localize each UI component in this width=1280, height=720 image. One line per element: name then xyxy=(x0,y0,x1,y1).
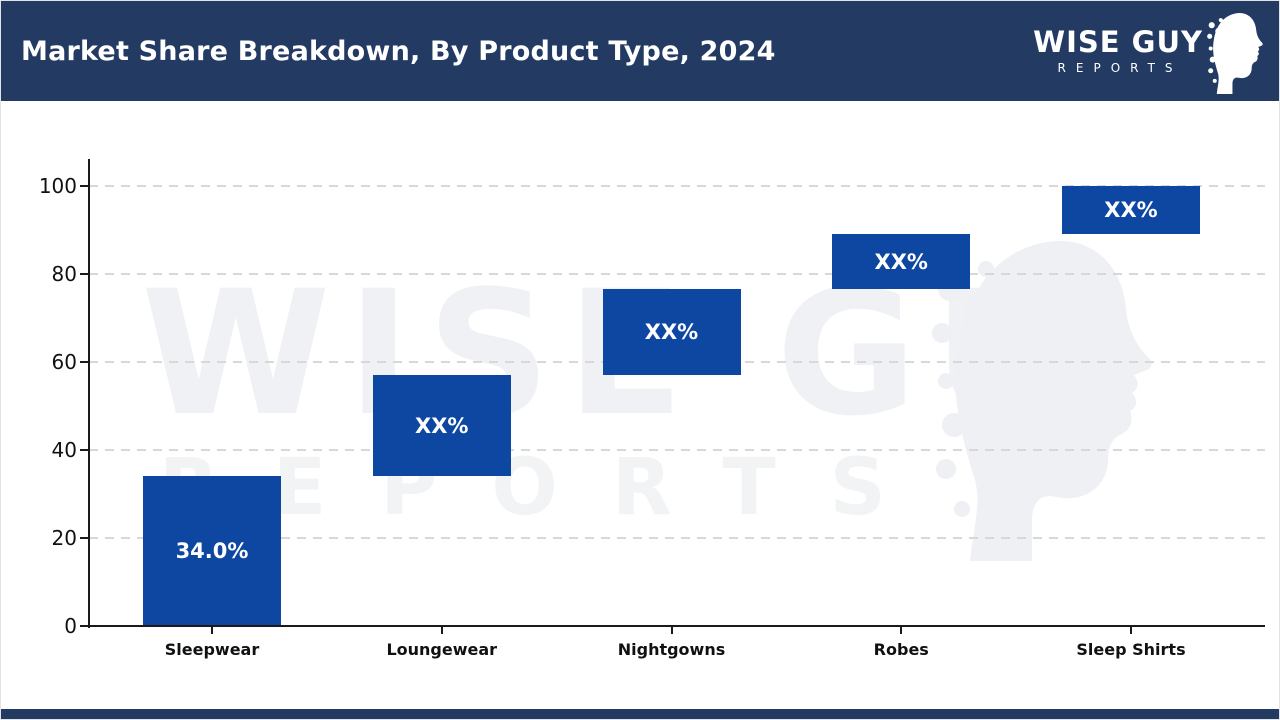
x-axis-line xyxy=(88,625,1265,627)
chart-title: Market Share Breakdown, By Product Type,… xyxy=(21,35,776,67)
bar-loungewear xyxy=(372,375,511,477)
gridline-80 xyxy=(89,273,1265,275)
bar-label-2: XX% xyxy=(415,413,469,438)
gridline-40 xyxy=(89,449,1265,451)
bar-robes xyxy=(832,234,971,290)
y-tick-label-60: 60 xyxy=(51,350,77,374)
gridline-100 xyxy=(89,185,1265,187)
x-tick-label-5: Sleep Shirts xyxy=(1076,640,1186,659)
y-tick-80 xyxy=(80,273,88,275)
bar-label-3: XX% xyxy=(644,320,699,345)
y-tick-label-40: 40 xyxy=(51,438,77,462)
y-tick-label-20: 20 xyxy=(51,526,77,550)
y-tick-20 xyxy=(80,537,88,539)
x-tick-label-2: Loungewear xyxy=(386,640,498,659)
y-tick-label-80: 80 xyxy=(51,262,77,286)
y-axis-line xyxy=(88,159,90,628)
x-tick-2 xyxy=(440,626,443,634)
footer-bar xyxy=(1,709,1279,719)
x-tick-5 xyxy=(1130,626,1132,634)
y-tick-label-0: 0 xyxy=(64,614,77,638)
x-tick-1 xyxy=(211,626,213,634)
y-tick-0 xyxy=(80,625,88,627)
bar-label-5: XX% xyxy=(1104,198,1158,223)
x-tick-label-1: Sleepwear xyxy=(164,640,260,659)
bar-label-4: XX% xyxy=(874,249,928,274)
y-tick-60 xyxy=(80,361,88,363)
x-tick-label-4: Robes xyxy=(873,640,929,659)
brand-tagline: REPORTS xyxy=(1057,61,1183,75)
x-tick-3 xyxy=(670,626,673,634)
header-bar: Market Share Breakdown, By Product Type,… xyxy=(1,1,1279,101)
x-tick-label-3: Nightgowns xyxy=(617,640,726,659)
bar-sleep-shirts xyxy=(1062,186,1200,235)
bar-sleepwear xyxy=(143,476,281,626)
y-tick-100 xyxy=(80,185,88,187)
brand-logo-text: WISE GUY REPORTS xyxy=(1033,25,1203,75)
x-tick-4 xyxy=(900,626,903,634)
bar-nightgowns xyxy=(602,289,741,376)
y-tick-label-100: 100 xyxy=(38,174,77,198)
brand-name: WISE GUY xyxy=(1033,25,1203,59)
bar-label-1: 34.0% xyxy=(175,539,249,564)
y-tick-40 xyxy=(80,449,88,451)
gridline-20 xyxy=(89,537,1265,539)
brand-logo: WISE GUY REPORTS xyxy=(1033,8,1267,94)
